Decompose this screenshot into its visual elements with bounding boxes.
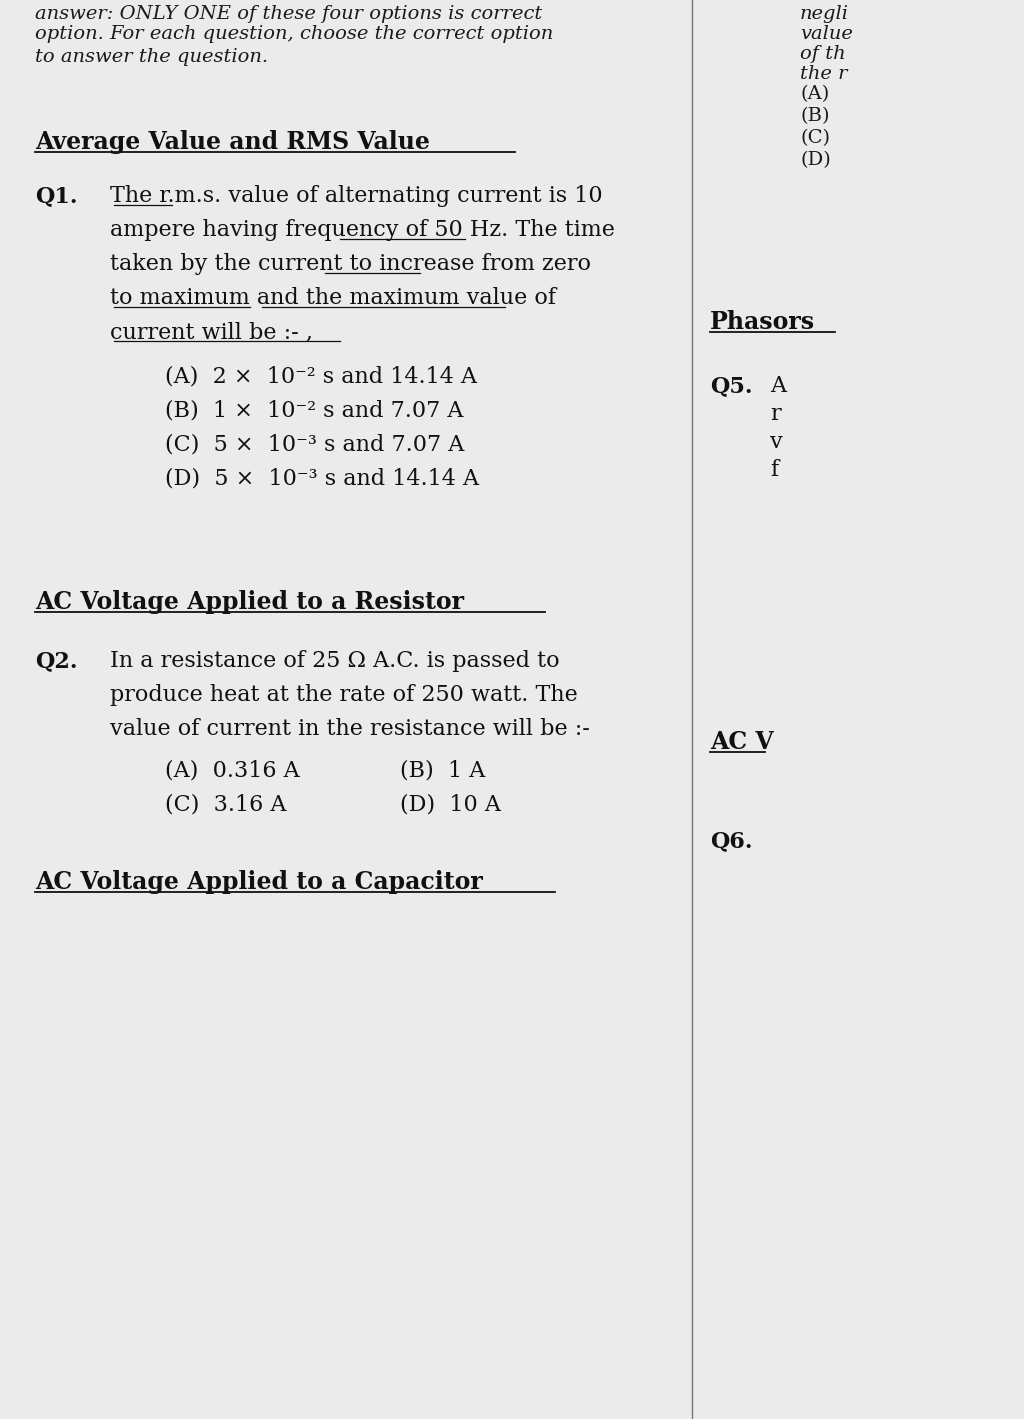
Text: AC Voltage Applied to a Resistor: AC Voltage Applied to a Resistor [35, 590, 464, 614]
Text: The r.m.s. value of alternating current is 10: The r.m.s. value of alternating current … [110, 184, 603, 207]
Text: r: r [770, 403, 780, 426]
Text: (C)  3.16 A: (C) 3.16 A [165, 795, 287, 816]
Text: AC V: AC V [710, 729, 773, 753]
Text: Phasors: Phasors [710, 309, 815, 333]
Text: (B)  1 A: (B) 1 A [400, 761, 485, 782]
Text: negli: negli [800, 6, 849, 23]
Text: the r: the r [800, 65, 848, 82]
Text: (D)  5 ×  10⁻³ s and 14.14 A: (D) 5 × 10⁻³ s and 14.14 A [165, 467, 479, 490]
Text: Q2.: Q2. [35, 650, 78, 673]
Text: (A): (A) [800, 85, 829, 104]
Text: Q1.: Q1. [35, 184, 78, 207]
Text: of th: of th [800, 45, 846, 62]
Text: (B): (B) [800, 106, 829, 125]
Text: (D): (D) [800, 150, 830, 169]
Text: (A)  0.316 A: (A) 0.316 A [165, 761, 300, 782]
Text: to maximum and the maximum value of: to maximum and the maximum value of [110, 287, 556, 309]
Text: option. For each question, choose the correct option: option. For each question, choose the co… [35, 26, 553, 43]
Text: (C): (C) [800, 129, 830, 148]
Text: (B)  1 ×  10⁻² s and 7.07 A: (B) 1 × 10⁻² s and 7.07 A [165, 399, 464, 421]
Text: (C)  5 ×  10⁻³ s and 7.07 A: (C) 5 × 10⁻³ s and 7.07 A [165, 433, 464, 455]
Text: Q5.: Q5. [710, 375, 753, 397]
Text: Average Value and RMS Value: Average Value and RMS Value [35, 131, 430, 155]
Text: ampere having frequency of 50 Hz. The time: ampere having frequency of 50 Hz. The ti… [110, 219, 614, 241]
Text: f: f [770, 458, 778, 481]
Text: produce heat at the rate of 250 watt. The: produce heat at the rate of 250 watt. Th… [110, 684, 578, 707]
Text: answer: ONLY ONE of these four options is correct: answer: ONLY ONE of these four options i… [35, 6, 543, 23]
Text: A: A [770, 375, 786, 397]
Text: to answer the question.: to answer the question. [35, 48, 268, 67]
Text: current will be :- ,: current will be :- , [110, 321, 313, 343]
Text: AC Voltage Applied to a Capacitor: AC Voltage Applied to a Capacitor [35, 870, 482, 894]
Text: (A)  2 ×  10⁻² s and 14.14 A: (A) 2 × 10⁻² s and 14.14 A [165, 365, 477, 387]
Text: taken by the current to increase from zero: taken by the current to increase from ze… [110, 253, 591, 275]
Text: (D)  10 A: (D) 10 A [400, 795, 501, 816]
Text: In a resistance of 25 Ω A.C. is passed to: In a resistance of 25 Ω A.C. is passed t… [110, 650, 560, 673]
Text: Q6.: Q6. [710, 830, 753, 851]
Text: v: v [770, 431, 782, 453]
Text: value: value [800, 26, 853, 43]
Text: value of current in the resistance will be :-: value of current in the resistance will … [110, 718, 590, 739]
